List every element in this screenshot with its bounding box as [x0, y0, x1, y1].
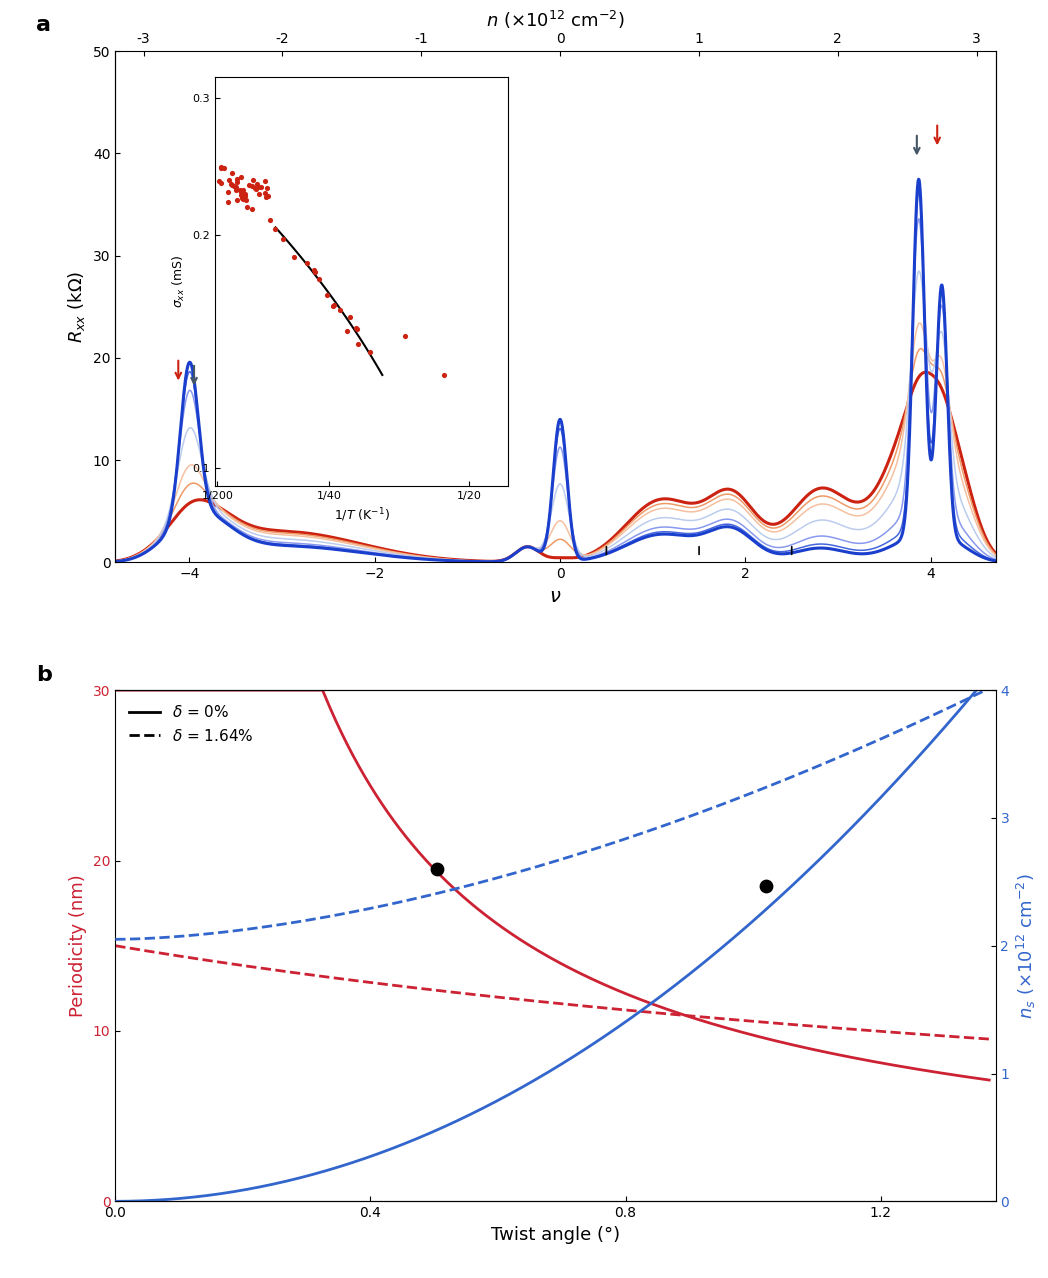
- Point: [275, 229, 291, 249]
- Point: [228, 176, 245, 197]
- Point: [238, 189, 255, 210]
- Point: [246, 178, 263, 198]
- Point: [221, 170, 238, 190]
- Point: [331, 300, 348, 321]
- Point: [224, 175, 241, 196]
- Point: [348, 320, 365, 340]
- Point: [325, 295, 342, 316]
- Point: [262, 210, 279, 230]
- Point: [239, 197, 256, 217]
- Point: [362, 341, 378, 362]
- Point: [253, 176, 269, 197]
- Point: [258, 187, 275, 207]
- Point: [216, 158, 233, 179]
- Y-axis label: $\sigma_{xx}$ (mS): $\sigma_{xx}$ (mS): [171, 254, 187, 308]
- Point: [429, 859, 445, 879]
- Point: [348, 317, 365, 337]
- Legend: $\delta$ = 0%, $\delta$ = 1.64%: $\delta$ = 0%, $\delta$ = 1.64%: [123, 698, 260, 750]
- Point: [243, 176, 260, 197]
- Text: 5 K: 5 K: [333, 461, 359, 479]
- Point: [319, 285, 335, 305]
- Point: [220, 181, 237, 202]
- Point: [342, 307, 358, 327]
- Point: [234, 188, 250, 208]
- Point: [249, 174, 266, 194]
- X-axis label: 1/$T$ (K$^{-1}$): 1/$T$ (K$^{-1}$): [333, 506, 390, 524]
- Point: [236, 185, 253, 206]
- Point: [227, 180, 244, 201]
- Point: [249, 176, 266, 197]
- Y-axis label: $n_s$ ($\times$10$^{12}$ cm$^{-2}$): $n_s$ ($\times$10$^{12}$ cm$^{-2}$): [1014, 873, 1038, 1019]
- Point: [299, 253, 315, 273]
- Point: [228, 169, 245, 189]
- Point: [310, 270, 327, 290]
- Point: [260, 185, 277, 206]
- Y-axis label: Periodicity (nm): Periodicity (nm): [69, 874, 87, 1017]
- Point: [349, 334, 366, 354]
- Point: [244, 170, 261, 190]
- X-axis label: $\nu$: $\nu$: [549, 587, 562, 606]
- Text: a: a: [36, 15, 51, 36]
- Point: [233, 184, 249, 204]
- Point: [237, 184, 254, 204]
- Point: [234, 181, 250, 202]
- Point: [228, 190, 245, 211]
- Point: [306, 262, 323, 282]
- Y-axis label: $R_{xx}$ (k$\Omega$): $R_{xx}$ (k$\Omega$): [66, 271, 87, 343]
- Point: [306, 259, 323, 280]
- Point: [235, 188, 252, 208]
- Point: [267, 220, 284, 240]
- Point: [257, 183, 274, 203]
- Point: [758, 875, 774, 896]
- Point: [326, 294, 343, 314]
- Point: [211, 171, 227, 192]
- Point: [259, 178, 276, 198]
- Point: [244, 199, 261, 220]
- Point: [233, 181, 249, 202]
- Point: [223, 162, 240, 183]
- Point: [235, 179, 252, 199]
- Text: 80 K: 80 K: [320, 420, 356, 438]
- Text: b: b: [36, 665, 52, 685]
- Point: [339, 321, 355, 341]
- Point: [233, 167, 249, 188]
- Point: [213, 173, 230, 193]
- Point: [248, 179, 265, 199]
- Point: [285, 247, 302, 267]
- Point: [223, 174, 240, 194]
- Point: [240, 175, 257, 196]
- Point: [396, 326, 413, 346]
- Point: [213, 158, 230, 179]
- Point: [228, 171, 245, 192]
- Point: [256, 171, 272, 192]
- Point: [250, 184, 267, 204]
- Point: [235, 189, 252, 210]
- X-axis label: Twist angle (°): Twist angle (°): [490, 1226, 620, 1243]
- Point: [225, 176, 242, 197]
- X-axis label: $n$ ($\times$10$^{12}$ cm$^{-2}$): $n$ ($\times$10$^{12}$ cm$^{-2}$): [486, 9, 625, 31]
- Point: [232, 179, 248, 199]
- Point: [213, 157, 230, 178]
- Point: [435, 364, 452, 385]
- Point: [220, 192, 237, 212]
